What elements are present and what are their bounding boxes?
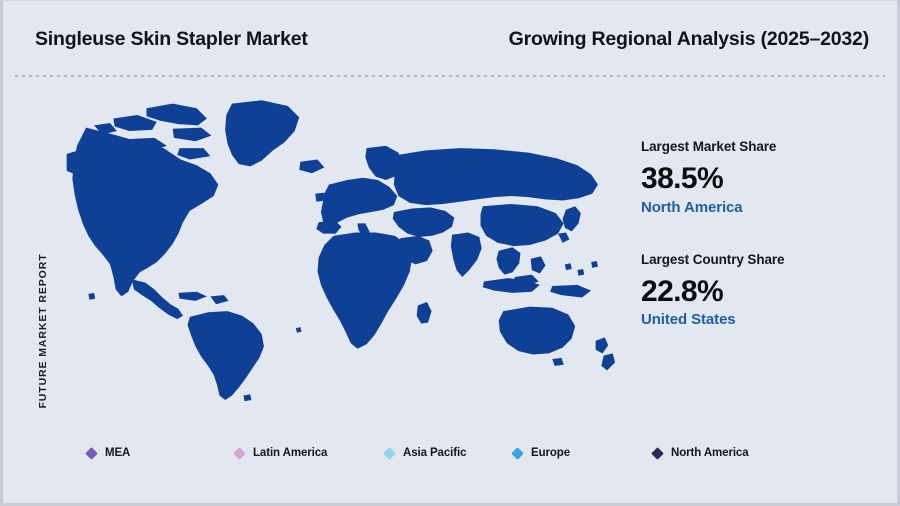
legend-item-label: Latin America	[253, 447, 328, 459]
region-arctic-islands-3	[172, 127, 212, 142]
region-caribbean-2	[210, 295, 229, 305]
legend-marker-icon	[233, 446, 246, 460]
region-arctic-islands-2	[113, 115, 157, 132]
legend-marker-icon	[511, 446, 524, 460]
region-island-dot-3	[591, 260, 598, 268]
region-ireland	[315, 192, 326, 202]
brand-rail: FUTURE MARKET REPORT	[33, 236, 53, 426]
region-tasmania	[552, 357, 564, 366]
region-british-isles	[324, 186, 343, 203]
region-russia	[393, 148, 598, 206]
region-borneo	[513, 274, 539, 287]
region-arctic-islands	[146, 103, 207, 126]
stat-region: North America	[641, 198, 743, 216]
region-new-zealand	[595, 337, 609, 354]
stat-largest-market-share: Largest Market Share 38.5% North America	[641, 139, 881, 216]
legend-item-label: Asia Pacific	[403, 447, 467, 459]
map-legend: MEA Latin America Asia Pacific Europe No…	[85, 446, 787, 471]
stat-label: Largest Market Share	[641, 139, 777, 154]
legend-marker-icon	[85, 446, 98, 460]
stat-region: United States	[641, 311, 736, 328]
region-north-america	[72, 127, 219, 297]
region-africa	[317, 232, 413, 349]
region-scandinavia	[365, 145, 403, 181]
legend-item-latin-america[interactable]: Latin America	[233, 446, 328, 460]
legend-item-mea[interactable]: MEA	[85, 446, 131, 460]
region-middle-east	[392, 207, 455, 238]
region-new-guinea	[550, 284, 592, 298]
map-landmasses	[66, 100, 616, 402]
stat-label: Largest Country Share	[641, 251, 785, 267]
region-southeast-asia	[496, 247, 521, 275]
region-iberia	[316, 219, 342, 234]
region-india	[450, 232, 482, 277]
stats-panel: Largest Market Share 38.5% North America…	[641, 139, 881, 328]
legend-item-europe[interactable]: Europe	[511, 446, 571, 460]
header-subtitle: Growing Regional Analysis (2025–2032)	[508, 27, 870, 50]
region-arctic-islands-5	[177, 148, 211, 160]
legend-item-asia-pacific[interactable]: Asia Pacific	[383, 446, 467, 460]
header: Singleuse Skin Stapler Market Growing Re…	[3, 1, 897, 77]
region-east-asia	[480, 203, 564, 247]
legend-item-label: Europe	[531, 447, 571, 459]
region-philippines	[530, 256, 546, 274]
region-japan-2	[558, 232, 570, 243]
world-map-svg	[66, 100, 616, 402]
region-central-america	[131, 279, 183, 320]
region-island-dot-5	[243, 394, 252, 402]
legend-item-north-america[interactable]: North America	[651, 446, 749, 460]
region-japan	[562, 206, 581, 232]
region-europe	[320, 177, 398, 227]
region-caribbean	[178, 291, 207, 301]
region-iceland	[299, 159, 325, 174]
legend-item-label: MEA	[105, 447, 131, 459]
legend-item-label: North America	[671, 447, 749, 459]
stat-value: 22.8%	[641, 274, 724, 308]
legend-marker-icon	[383, 446, 396, 460]
region-australia	[498, 306, 576, 355]
brand-label: FUTURE MARKET REPORT	[37, 253, 49, 409]
region-alaska	[66, 148, 104, 176]
region-greenland	[225, 100, 300, 167]
region-island-dot-2	[577, 268, 585, 276]
stat-value: 38.5%	[641, 162, 724, 195]
region-island-dot-4	[295, 327, 302, 333]
legend-marker-icon	[651, 446, 664, 460]
region-island-dot-1	[564, 263, 572, 271]
region-madagascar	[416, 302, 432, 324]
stat-largest-country-share: Largest Country Share 22.8% United State…	[641, 252, 881, 329]
region-south-america	[187, 311, 264, 401]
region-new-zealand-2	[601, 353, 616, 371]
region-island-dot-6	[88, 292, 96, 300]
page-title: Singleuse Skin Stapler Market	[35, 27, 308, 50]
world-map	[61, 93, 631, 413]
header-divider	[15, 75, 885, 77]
